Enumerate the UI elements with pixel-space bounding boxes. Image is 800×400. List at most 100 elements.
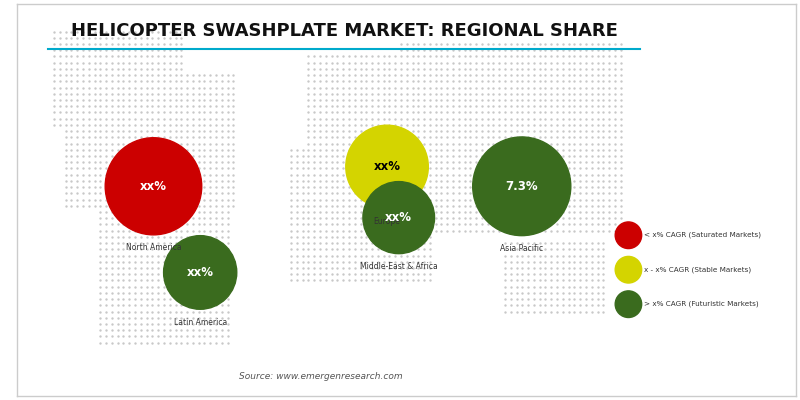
Point	[550, 78, 563, 84]
Point	[591, 246, 604, 252]
Point	[412, 184, 425, 190]
Point	[597, 215, 610, 222]
Point	[215, 165, 228, 172]
Point	[146, 153, 159, 159]
Point	[534, 202, 546, 209]
Point	[71, 190, 84, 196]
Point	[186, 234, 199, 240]
Point	[597, 84, 610, 91]
Point	[308, 159, 321, 166]
Point	[550, 296, 563, 302]
Point	[464, 196, 477, 203]
Point	[464, 103, 477, 110]
Point	[192, 333, 205, 340]
Point	[215, 321, 228, 327]
Point	[337, 215, 350, 222]
Point	[169, 47, 182, 54]
Point	[59, 116, 72, 122]
Point	[400, 172, 413, 178]
Point	[527, 209, 540, 215]
Point	[342, 66, 355, 72]
Point	[140, 184, 153, 190]
Point	[169, 209, 182, 215]
Point	[418, 234, 430, 240]
Point	[175, 202, 188, 209]
Point	[418, 184, 430, 190]
Point	[550, 252, 563, 259]
Point	[475, 134, 488, 140]
Point	[470, 53, 482, 60]
Point	[354, 271, 367, 277]
Point	[227, 72, 240, 78]
Point	[175, 146, 188, 153]
Point	[106, 196, 118, 203]
Point	[586, 97, 598, 103]
Point	[227, 159, 240, 166]
Point	[435, 209, 448, 215]
Point	[568, 246, 581, 252]
Point	[389, 246, 402, 252]
Point	[475, 122, 488, 128]
Point	[354, 209, 367, 215]
Point	[423, 84, 436, 91]
Point	[146, 221, 159, 228]
Point	[326, 209, 338, 215]
Point	[65, 28, 78, 35]
Point	[227, 97, 240, 103]
Point	[394, 228, 407, 234]
Point	[522, 78, 534, 84]
Point	[65, 128, 78, 134]
Point	[505, 60, 518, 66]
Point	[314, 146, 326, 153]
Point	[210, 290, 222, 296]
Point	[100, 184, 113, 190]
Point	[117, 252, 130, 259]
Point	[181, 246, 194, 252]
Point	[123, 228, 136, 234]
Point	[614, 159, 627, 166]
Point	[418, 209, 430, 215]
Point	[106, 159, 118, 166]
Point	[378, 165, 390, 172]
Point	[366, 265, 378, 271]
Point	[614, 196, 627, 203]
Point	[574, 66, 586, 72]
Point	[568, 47, 581, 54]
Point	[94, 146, 106, 153]
Text: xx%: xx%	[374, 160, 401, 173]
Point	[591, 202, 604, 209]
Point	[545, 290, 558, 296]
Point	[215, 340, 228, 346]
Point	[192, 228, 205, 234]
Point	[441, 190, 454, 196]
Point	[314, 258, 326, 265]
Point	[221, 240, 234, 246]
Point	[527, 178, 540, 184]
Point	[111, 314, 124, 321]
Point	[383, 84, 396, 91]
Point	[308, 277, 321, 284]
Point	[406, 271, 419, 277]
Point	[562, 209, 575, 215]
Point	[360, 240, 373, 246]
Point	[371, 140, 384, 147]
Point	[562, 146, 575, 153]
Point	[65, 134, 78, 140]
Point	[505, 159, 518, 166]
Point	[493, 184, 506, 190]
Point	[423, 221, 436, 228]
Point	[586, 134, 598, 140]
Point	[186, 202, 199, 209]
Point	[435, 66, 448, 72]
Point	[198, 103, 211, 110]
Point	[545, 302, 558, 308]
Point	[470, 47, 482, 54]
Point	[568, 178, 581, 184]
Point	[498, 140, 511, 147]
Point	[163, 228, 176, 234]
Point	[400, 234, 413, 240]
Point	[602, 140, 615, 147]
Point	[527, 258, 540, 265]
Point	[482, 103, 494, 110]
Point	[342, 172, 355, 178]
